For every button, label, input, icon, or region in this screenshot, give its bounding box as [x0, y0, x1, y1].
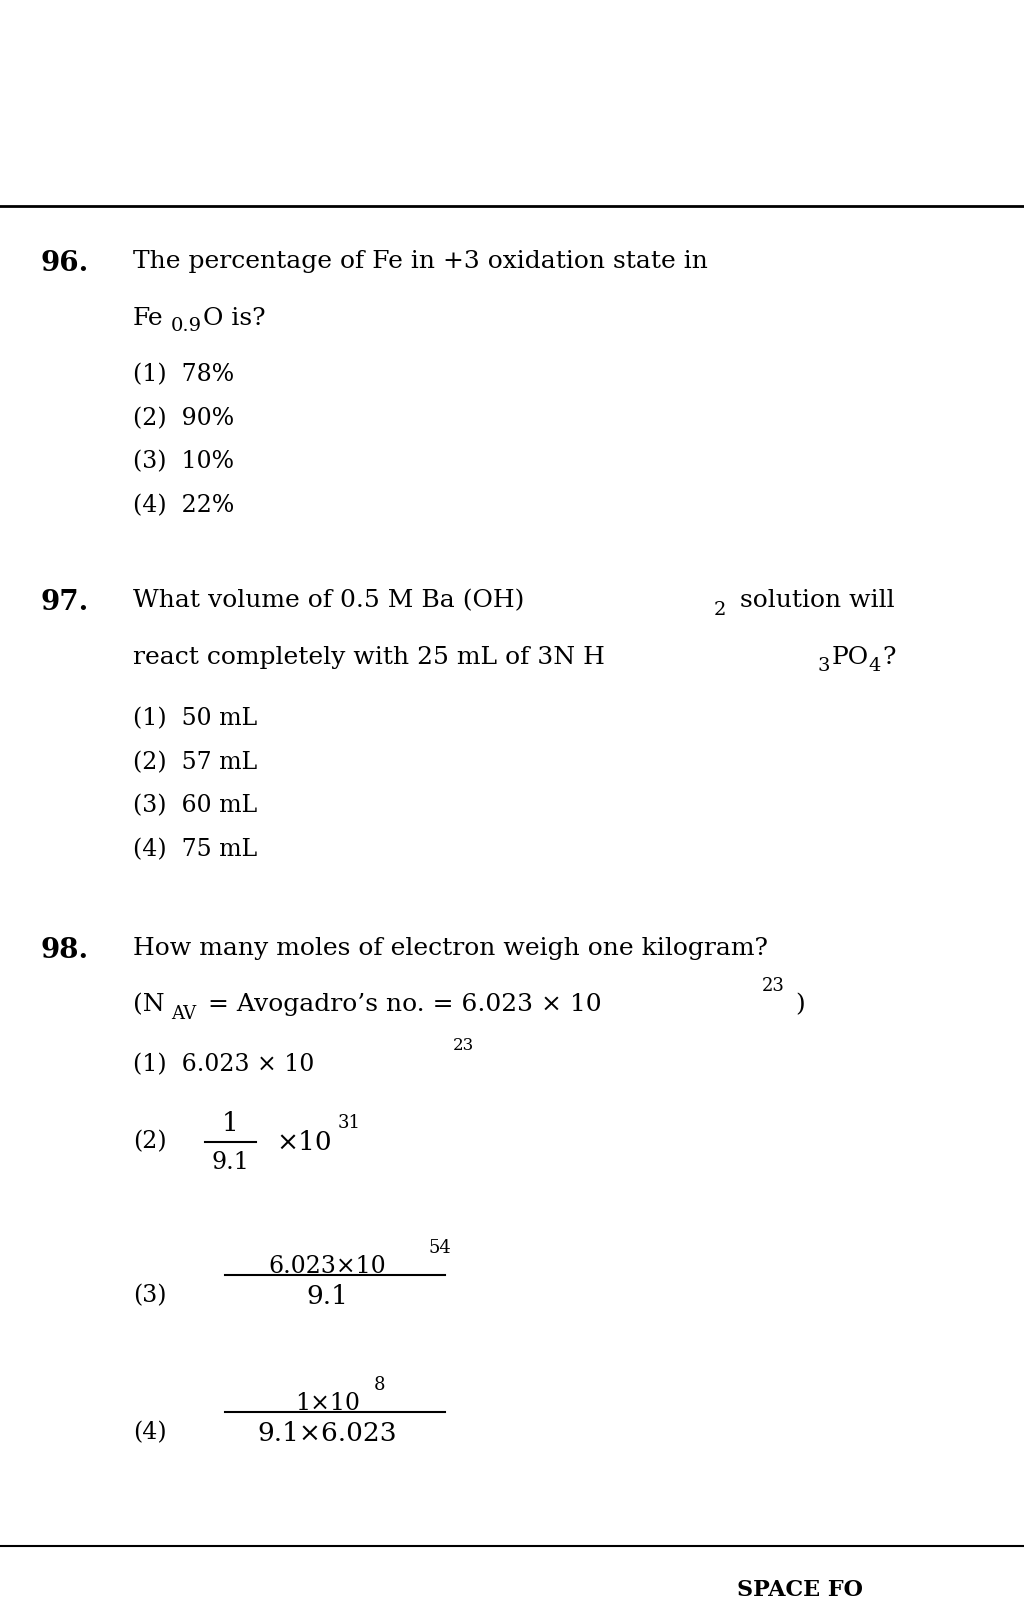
Text: 2: 2	[714, 600, 726, 618]
Text: AV: AV	[171, 1004, 197, 1022]
Text: (1)  6.023 × 10: (1) 6.023 × 10	[133, 1052, 314, 1075]
Text: (3): (3)	[133, 1283, 167, 1306]
Text: 9.1×6.023: 9.1×6.023	[258, 1420, 397, 1445]
Text: (N: (N	[133, 993, 165, 1015]
Text: 4: 4	[868, 657, 881, 675]
Text: 9.1: 9.1	[307, 1283, 348, 1307]
Text: (4): (4)	[133, 1420, 167, 1443]
Text: (3)  10%: (3) 10%	[133, 450, 234, 473]
Text: (1)  50 mL: (1) 50 mL	[133, 707, 257, 730]
Text: O is?: O is?	[203, 307, 265, 329]
Text: (4)  22%: (4) 22%	[133, 494, 234, 516]
Text: 8: 8	[374, 1375, 385, 1393]
Text: 54: 54	[428, 1238, 451, 1256]
Text: What volume of 0.5 M Ba (OH): What volume of 0.5 M Ba (OH)	[133, 589, 524, 612]
Text: Fe: Fe	[133, 307, 164, 329]
Text: 96.: 96.	[41, 250, 89, 278]
Text: 9.1: 9.1	[212, 1151, 249, 1173]
Text: PO: PO	[831, 646, 868, 668]
Text: 0.9: 0.9	[171, 316, 202, 334]
Text: 1×10: 1×10	[295, 1391, 360, 1414]
Text: ×10: ×10	[276, 1130, 332, 1154]
Text: ): )	[796, 993, 806, 1015]
Text: (1)  78%: (1) 78%	[133, 363, 234, 386]
Text: (2)  90%: (2) 90%	[133, 407, 234, 429]
Text: = Avogadro’s no. = 6.023 × 10: = Avogadro’s no. = 6.023 × 10	[200, 993, 601, 1015]
Text: 98.: 98.	[41, 936, 89, 964]
Text: ?: ?	[883, 646, 896, 668]
Text: (3)  60 mL: (3) 60 mL	[133, 794, 257, 817]
Text: (2): (2)	[133, 1130, 167, 1152]
Text: 1: 1	[222, 1110, 239, 1135]
Text: 23: 23	[453, 1036, 474, 1054]
Text: 97.: 97.	[41, 589, 89, 617]
Text: (4)  75 mL: (4) 75 mL	[133, 838, 257, 860]
Text: 23: 23	[762, 976, 784, 994]
Text: How many moles of electron weigh one kilogram?: How many moles of electron weigh one kil…	[133, 936, 768, 959]
Text: react completely with 25 mL of 3N H: react completely with 25 mL of 3N H	[133, 646, 605, 668]
Text: The percentage of Fe in +3 oxidation state in: The percentage of Fe in +3 oxidation sta…	[133, 250, 708, 273]
Text: (2)  57 mL: (2) 57 mL	[133, 751, 257, 773]
Text: 3: 3	[817, 657, 829, 675]
Text: solution will: solution will	[732, 589, 895, 612]
Text: 31: 31	[338, 1114, 360, 1131]
Text: SPACE FO: SPACE FO	[737, 1578, 863, 1601]
Text: 6.023×10: 6.023×10	[269, 1254, 386, 1277]
